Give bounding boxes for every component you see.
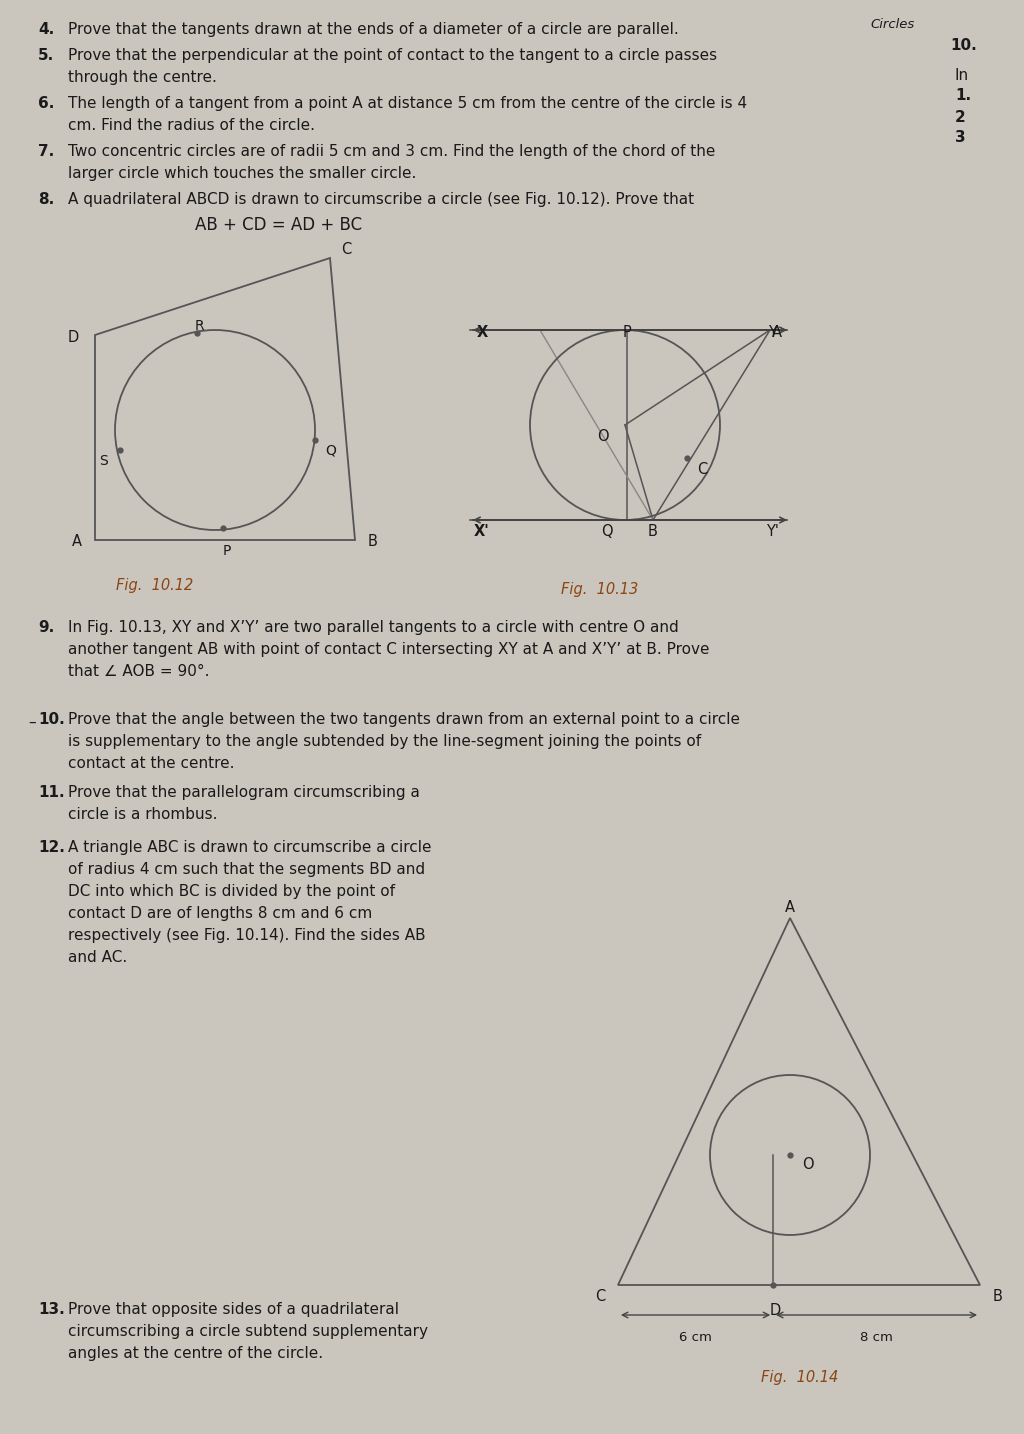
Text: through the centre.: through the centre. bbox=[68, 70, 217, 85]
Text: The length of a tangent from a point A at distance 5 cm from the centre of the c: The length of a tangent from a point A a… bbox=[68, 96, 748, 110]
Text: In Fig. 10.13, XY and X’Y’ are two parallel tangents to a circle with centre O a: In Fig. 10.13, XY and X’Y’ are two paral… bbox=[68, 619, 679, 635]
Text: Fig.  10.14: Fig. 10.14 bbox=[762, 1369, 839, 1385]
Text: X': X' bbox=[474, 523, 489, 539]
Text: contact D are of lengths 8 cm and 6 cm: contact D are of lengths 8 cm and 6 cm bbox=[68, 906, 373, 921]
Text: A triangle ABC is drawn to circumscribe a circle: A triangle ABC is drawn to circumscribe … bbox=[68, 840, 431, 855]
Text: of radius 4 cm such that the segments BD and: of radius 4 cm such that the segments BD… bbox=[68, 862, 425, 878]
Text: C: C bbox=[341, 242, 351, 258]
Text: B: B bbox=[993, 1289, 1002, 1304]
Text: R: R bbox=[195, 318, 204, 333]
Text: 13.: 13. bbox=[38, 1302, 65, 1316]
Text: Prove that opposite sides of a quadrilateral: Prove that opposite sides of a quadrilat… bbox=[68, 1302, 399, 1316]
Text: A: A bbox=[785, 901, 795, 915]
Text: and AC.: and AC. bbox=[68, 949, 127, 965]
Text: 6.: 6. bbox=[38, 96, 54, 110]
Text: 8.: 8. bbox=[38, 192, 54, 206]
Text: 10.: 10. bbox=[950, 37, 977, 53]
Text: –: – bbox=[28, 716, 36, 730]
Text: O: O bbox=[597, 429, 609, 445]
Text: C: C bbox=[697, 462, 708, 478]
Text: P: P bbox=[223, 543, 231, 558]
Text: circle is a rhombus.: circle is a rhombus. bbox=[68, 807, 217, 822]
Text: contact at the centre.: contact at the centre. bbox=[68, 756, 234, 771]
Text: respectively (see Fig. 10.14). Find the sides AB: respectively (see Fig. 10.14). Find the … bbox=[68, 928, 426, 944]
Text: AB + CD = AD + BC: AB + CD = AD + BC bbox=[195, 217, 362, 234]
Text: 2: 2 bbox=[955, 110, 966, 125]
Text: that ∠ AOB = 90°.: that ∠ AOB = 90°. bbox=[68, 664, 210, 680]
Text: larger circle which touches the smaller circle.: larger circle which touches the smaller … bbox=[68, 166, 417, 181]
Text: 6 cm: 6 cm bbox=[679, 1331, 712, 1344]
Text: Q: Q bbox=[601, 523, 612, 539]
Text: Q: Q bbox=[326, 445, 337, 457]
Text: is supplementary to the angle subtended by the line-segment joining the points o: is supplementary to the angle subtended … bbox=[68, 734, 701, 749]
Text: P: P bbox=[623, 326, 632, 340]
Text: D: D bbox=[769, 1304, 780, 1318]
Text: Prove that the angle between the two tangents drawn from an external point to a : Prove that the angle between the two tan… bbox=[68, 713, 740, 727]
Text: Y: Y bbox=[768, 326, 776, 340]
Text: 5.: 5. bbox=[38, 47, 54, 63]
Text: A quadrilateral ABCD is drawn to circumscribe a circle (see Fig. 10.12). Prove t: A quadrilateral ABCD is drawn to circums… bbox=[68, 192, 694, 206]
Text: 3: 3 bbox=[955, 130, 966, 145]
Text: circumscribing a circle subtend supplementary: circumscribing a circle subtend suppleme… bbox=[68, 1324, 428, 1339]
Text: 10.: 10. bbox=[38, 713, 65, 727]
Text: 12.: 12. bbox=[38, 840, 65, 855]
Text: another tangent AB with point of contact C intersecting XY at A and X’Y’ at B. P: another tangent AB with point of contact… bbox=[68, 642, 710, 657]
Text: 9.: 9. bbox=[38, 619, 54, 635]
Text: Prove that the tangents drawn at the ends of a diameter of a circle are parallel: Prove that the tangents drawn at the end… bbox=[68, 22, 679, 37]
Text: D: D bbox=[68, 330, 79, 344]
Text: C: C bbox=[595, 1289, 605, 1304]
Text: A: A bbox=[772, 326, 782, 340]
Text: Circles: Circles bbox=[870, 19, 914, 32]
Text: Prove that the perpendicular at the point of contact to the tangent to a circle : Prove that the perpendicular at the poin… bbox=[68, 47, 717, 63]
Text: Fig.  10.13: Fig. 10.13 bbox=[561, 582, 639, 597]
Text: 1.: 1. bbox=[955, 87, 971, 103]
Text: 4.: 4. bbox=[38, 22, 54, 37]
Text: X: X bbox=[476, 326, 487, 340]
Text: DC into which BC is divided by the point of: DC into which BC is divided by the point… bbox=[68, 883, 395, 899]
Text: Prove that the parallelogram circumscribing a: Prove that the parallelogram circumscrib… bbox=[68, 784, 420, 800]
Text: In: In bbox=[955, 67, 969, 83]
Text: cm. Find the radius of the circle.: cm. Find the radius of the circle. bbox=[68, 118, 315, 133]
Text: B: B bbox=[648, 523, 658, 539]
Text: angles at the centre of the circle.: angles at the centre of the circle. bbox=[68, 1347, 324, 1361]
Text: 8 cm: 8 cm bbox=[859, 1331, 893, 1344]
Text: Y': Y' bbox=[766, 523, 778, 539]
Text: Two concentric circles are of radii 5 cm and 3 cm. Find the length of the chord : Two concentric circles are of radii 5 cm… bbox=[68, 143, 716, 159]
Text: 11.: 11. bbox=[38, 784, 65, 800]
Text: S: S bbox=[99, 455, 109, 467]
Text: 7.: 7. bbox=[38, 143, 54, 159]
Text: A: A bbox=[72, 535, 82, 549]
Text: Fig.  10.12: Fig. 10.12 bbox=[117, 578, 194, 594]
Text: O: O bbox=[802, 1157, 814, 1172]
Text: B: B bbox=[368, 535, 378, 549]
